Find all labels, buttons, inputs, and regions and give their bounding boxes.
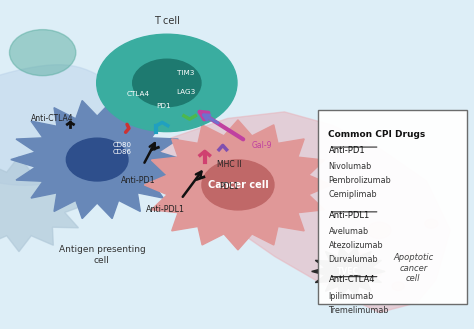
Text: Anti-CTLA4: Anti-CTLA4 [31,114,73,123]
Text: Pembrolizumab: Pembrolizumab [328,176,391,185]
Circle shape [355,253,366,261]
Polygon shape [144,120,332,250]
Text: Anti-PD1: Anti-PD1 [328,146,365,155]
Text: CTLA4: CTLA4 [127,91,150,97]
Circle shape [97,34,237,132]
Text: Avelumab: Avelumab [328,227,369,236]
Text: CD80
CD86: CD80 CD86 [113,142,132,155]
Text: Anti-PDL1: Anti-PDL1 [328,211,370,219]
Polygon shape [11,101,183,218]
Text: Anti-PD1: Anti-PD1 [121,176,156,186]
Circle shape [392,282,404,291]
Text: Durvalumab: Durvalumab [328,255,378,264]
Text: Cemiplimab: Cemiplimab [328,190,377,199]
Text: LAG3: LAG3 [176,89,195,95]
Polygon shape [0,65,147,185]
Circle shape [334,262,363,281]
Text: PDL1: PDL1 [219,182,238,191]
Text: Gal-9: Gal-9 [251,141,272,150]
Text: Common CPI Drugs: Common CPI Drugs [328,130,426,139]
Text: Anti-CTLA4: Anti-CTLA4 [328,275,375,284]
Text: MHC II: MHC II [217,160,242,169]
Polygon shape [311,246,385,296]
Circle shape [367,268,382,278]
FancyBboxPatch shape [318,110,467,304]
Text: Anti-PDL1: Anti-PDL1 [146,205,184,215]
Text: PD1: PD1 [156,103,171,109]
Circle shape [202,160,274,210]
Text: Apoptotic
cancer
cell: Apoptotic cancer cell [393,253,433,283]
Text: TIM3: TIM3 [177,70,194,76]
Circle shape [66,138,128,181]
Text: Atezolizumab: Atezolizumab [328,241,383,250]
Text: Ipilimumab: Ipilimumab [328,292,374,301]
Circle shape [367,222,391,239]
Text: Cancer cell: Cancer cell [208,180,268,190]
Circle shape [133,59,201,107]
Text: Antigen presenting
cell: Antigen presenting cell [58,245,146,265]
Text: Nivolumab: Nivolumab [328,162,372,171]
Text: TVEC: TVEC [337,267,359,276]
Circle shape [425,219,438,228]
Circle shape [404,251,421,263]
Circle shape [9,30,76,76]
Text: T cell: T cell [154,16,180,26]
Text: Tremelimumab: Tremelimumab [328,306,389,315]
Polygon shape [0,156,88,252]
Polygon shape [156,112,450,313]
